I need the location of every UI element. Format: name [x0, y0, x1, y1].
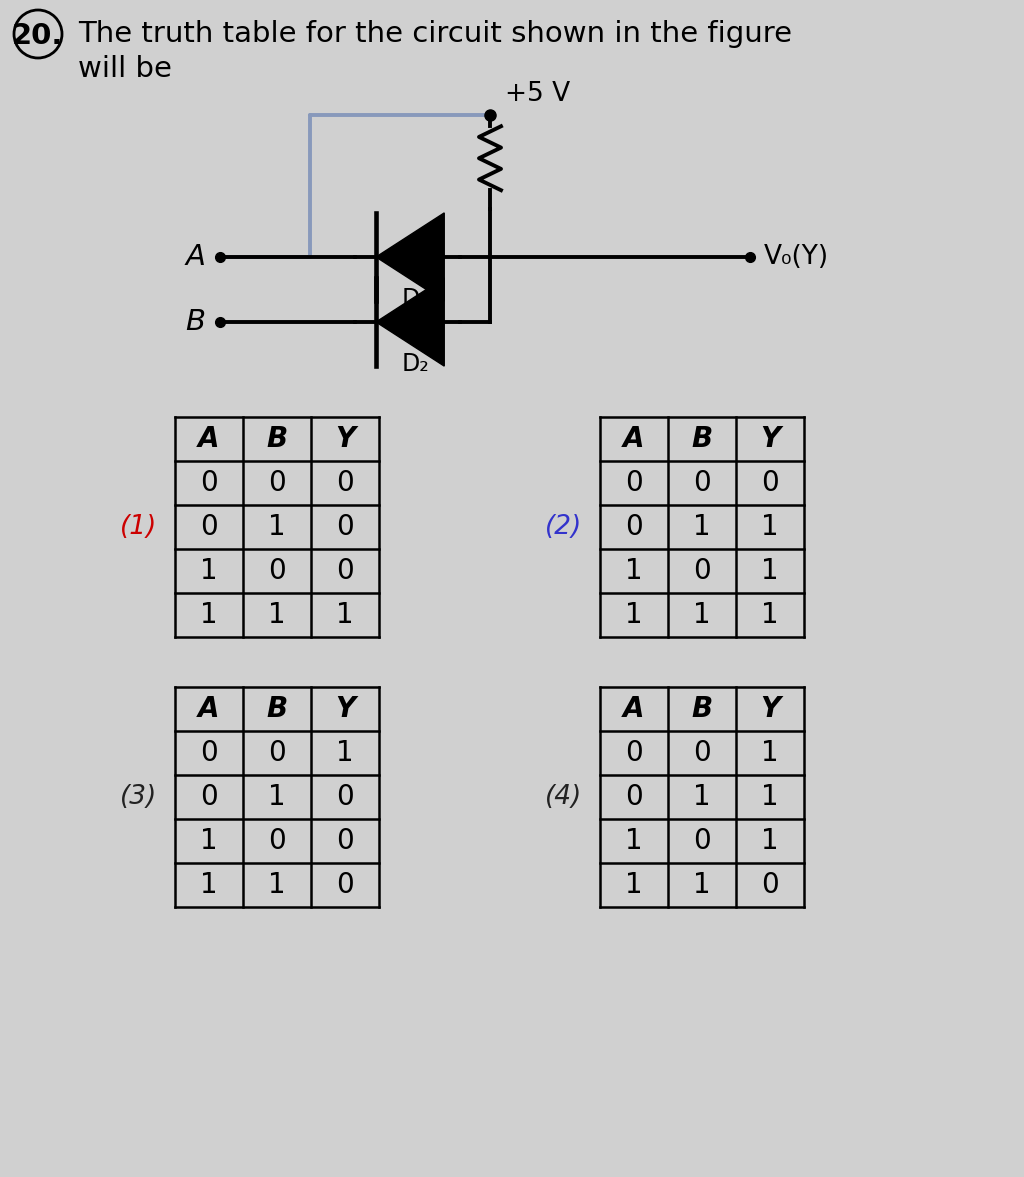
- Text: 1: 1: [200, 871, 218, 899]
- Text: Y: Y: [760, 694, 780, 723]
- Text: 1: 1: [336, 739, 354, 767]
- Text: B: B: [691, 694, 713, 723]
- Text: B: B: [691, 425, 713, 453]
- Text: 1: 1: [626, 601, 643, 629]
- Text: 1: 1: [761, 601, 779, 629]
- Text: 0: 0: [625, 739, 643, 767]
- Text: 0: 0: [200, 739, 218, 767]
- Text: 0: 0: [200, 513, 218, 541]
- Text: 0: 0: [693, 468, 711, 497]
- Text: +5 V: +5 V: [505, 81, 570, 107]
- Text: 0: 0: [625, 783, 643, 811]
- Text: 1: 1: [336, 601, 354, 629]
- Text: 0: 0: [336, 871, 354, 899]
- Text: 0: 0: [625, 468, 643, 497]
- Text: 1: 1: [693, 783, 711, 811]
- Text: Y: Y: [335, 425, 355, 453]
- Text: 1: 1: [761, 783, 779, 811]
- Text: 0: 0: [625, 513, 643, 541]
- Text: 1: 1: [693, 871, 711, 899]
- Text: 1: 1: [200, 601, 218, 629]
- Text: 1: 1: [626, 557, 643, 585]
- Text: 1: 1: [626, 871, 643, 899]
- Text: 0: 0: [336, 513, 354, 541]
- Text: 1: 1: [761, 827, 779, 855]
- Text: 0: 0: [268, 739, 286, 767]
- Text: B: B: [266, 425, 288, 453]
- Text: 1: 1: [693, 513, 711, 541]
- Polygon shape: [376, 213, 444, 301]
- Text: 0: 0: [693, 557, 711, 585]
- Text: 20.: 20.: [12, 22, 63, 49]
- Text: 1: 1: [761, 739, 779, 767]
- Text: Y: Y: [760, 425, 780, 453]
- Text: 1: 1: [761, 557, 779, 585]
- Text: Y: Y: [335, 694, 355, 723]
- Text: A: A: [624, 694, 645, 723]
- Text: 0: 0: [336, 557, 354, 585]
- Text: D₁: D₁: [401, 287, 429, 311]
- Text: 1: 1: [268, 871, 286, 899]
- Text: 0: 0: [693, 739, 711, 767]
- Text: 1: 1: [693, 601, 711, 629]
- Text: will be: will be: [78, 55, 172, 84]
- Text: (2): (2): [545, 514, 582, 540]
- Text: V₀(Y): V₀(Y): [764, 244, 829, 270]
- Text: 0: 0: [761, 468, 779, 497]
- Text: 0: 0: [336, 827, 354, 855]
- Text: A: A: [199, 425, 220, 453]
- Text: D₂: D₂: [401, 352, 429, 375]
- Text: (3): (3): [120, 784, 157, 810]
- Text: The truth table for the circuit shown in the figure: The truth table for the circuit shown in…: [78, 20, 792, 48]
- Text: 1: 1: [200, 557, 218, 585]
- Text: 0: 0: [268, 827, 286, 855]
- Text: 1: 1: [268, 783, 286, 811]
- Text: 1: 1: [626, 827, 643, 855]
- Text: 1: 1: [200, 827, 218, 855]
- Text: 1: 1: [761, 513, 779, 541]
- Text: (1): (1): [120, 514, 157, 540]
- Text: 1: 1: [268, 601, 286, 629]
- Text: 0: 0: [761, 871, 779, 899]
- Text: 1: 1: [268, 513, 286, 541]
- Text: 0: 0: [268, 557, 286, 585]
- Text: 0: 0: [268, 468, 286, 497]
- Text: (4): (4): [545, 784, 582, 810]
- Text: 0: 0: [336, 468, 354, 497]
- Text: B: B: [266, 694, 288, 723]
- Text: B: B: [185, 308, 205, 335]
- Text: 0: 0: [200, 783, 218, 811]
- Polygon shape: [376, 278, 444, 366]
- Text: A: A: [624, 425, 645, 453]
- Text: 0: 0: [693, 827, 711, 855]
- Text: A: A: [185, 242, 205, 271]
- Text: 0: 0: [336, 783, 354, 811]
- Text: 0: 0: [200, 468, 218, 497]
- Text: A: A: [199, 694, 220, 723]
